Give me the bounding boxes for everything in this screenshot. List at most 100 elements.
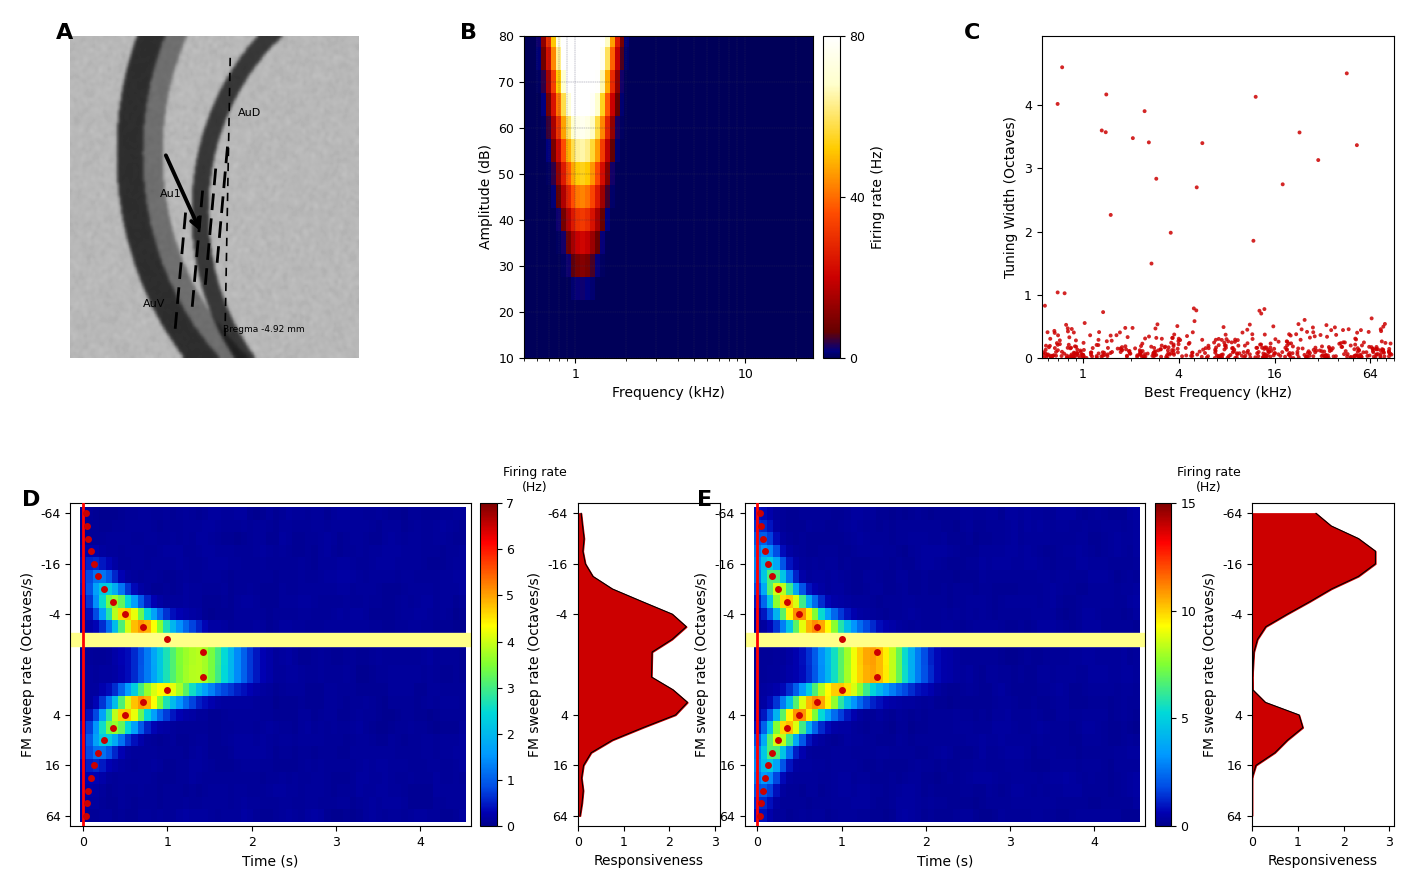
Point (1366, 347, 1388, 361)
Text: AuV: AuV (142, 298, 165, 309)
X-axis label: Time (s): Time (s) (917, 854, 973, 868)
Point (1239, 351, 1262, 365)
Point (1129, 345, 1152, 360)
Point (1294, 313, 1316, 327)
Point (1232, 345, 1255, 360)
Point (1121, 321, 1143, 335)
Point (1191, 136, 1214, 150)
Point (1280, 350, 1302, 364)
Point (1039, 332, 1062, 346)
Point (1295, 325, 1318, 339)
Point (1097, 347, 1119, 361)
Point (1081, 341, 1104, 355)
Point (1338, 322, 1360, 337)
Point (1315, 318, 1338, 332)
Point (1156, 351, 1178, 365)
Point (1256, 343, 1278, 357)
Point (1314, 345, 1336, 359)
Point (1226, 347, 1249, 361)
Point (1091, 305, 1114, 319)
Point (1245, 90, 1267, 104)
Point (1363, 350, 1385, 364)
Point (1036, 325, 1059, 339)
Point (1195, 351, 1218, 365)
Point (1056, 351, 1079, 365)
Point (1247, 345, 1270, 359)
Point (1307, 153, 1329, 167)
Point (1171, 349, 1194, 363)
Point (1133, 104, 1156, 118)
Point (1129, 346, 1152, 361)
Text: D: D (23, 490, 41, 511)
Y-axis label: Firing rate (Hz): Firing rate (Hz) (870, 145, 884, 249)
Point (1226, 333, 1249, 347)
Point (1225, 351, 1247, 365)
Point (1247, 349, 1270, 363)
Point (1255, 347, 1277, 361)
Point (1155, 350, 1177, 364)
Point (1263, 346, 1286, 361)
Point (1129, 345, 1152, 360)
Point (1247, 304, 1270, 318)
Point (1321, 343, 1343, 357)
Point (1369, 349, 1391, 363)
Point (1115, 349, 1138, 363)
Point (1378, 345, 1401, 359)
Point (1207, 349, 1229, 363)
Point (1380, 346, 1402, 361)
Point (1308, 344, 1331, 358)
Point (1370, 334, 1393, 348)
Point (1252, 350, 1274, 364)
Point (1111, 340, 1133, 354)
Point (1087, 338, 1110, 353)
Point (1329, 336, 1352, 350)
Point (1208, 349, 1231, 363)
Point (1242, 332, 1264, 346)
Point (1253, 349, 1276, 363)
Point (1042, 349, 1064, 363)
Point (1315, 349, 1338, 363)
Point (1118, 345, 1140, 359)
Point (1322, 341, 1345, 355)
Point (1271, 178, 1294, 192)
Point (1352, 345, 1374, 360)
Point (1132, 351, 1155, 365)
X-axis label: Responsiveness: Responsiveness (594, 854, 704, 868)
Point (1069, 351, 1091, 365)
Y-axis label: FM sweep rate (Octaves/s): FM sweep rate (Octaves/s) (21, 572, 35, 757)
Point (1046, 329, 1069, 343)
Point (1181, 345, 1204, 360)
Point (1117, 330, 1139, 345)
Point (1374, 317, 1397, 331)
Point (1150, 350, 1173, 364)
Point (1197, 349, 1219, 363)
Point (1155, 339, 1177, 353)
Point (1067, 348, 1090, 362)
Point (1343, 350, 1366, 364)
Point (1056, 324, 1079, 338)
Y-axis label: Amplitude (dB): Amplitude (dB) (479, 145, 493, 250)
Point (1166, 319, 1188, 333)
Point (1095, 334, 1118, 348)
Point (1281, 346, 1304, 361)
Point (1286, 327, 1308, 341)
Point (1080, 345, 1102, 360)
Point (1362, 342, 1384, 356)
Point (1093, 348, 1115, 362)
Point (1133, 347, 1156, 361)
Point (1228, 338, 1250, 353)
Point (1033, 298, 1056, 313)
Point (1357, 325, 1380, 339)
Point (1162, 331, 1184, 345)
Point (1073, 336, 1095, 350)
Point (1269, 349, 1291, 363)
Point (1194, 341, 1217, 355)
Point (1115, 350, 1138, 364)
Point (1143, 345, 1166, 359)
Point (1191, 333, 1214, 347)
Point (1250, 306, 1273, 321)
Point (1100, 346, 1122, 361)
Point (1205, 348, 1228, 362)
Point (1211, 347, 1233, 361)
Point (1160, 343, 1183, 357)
